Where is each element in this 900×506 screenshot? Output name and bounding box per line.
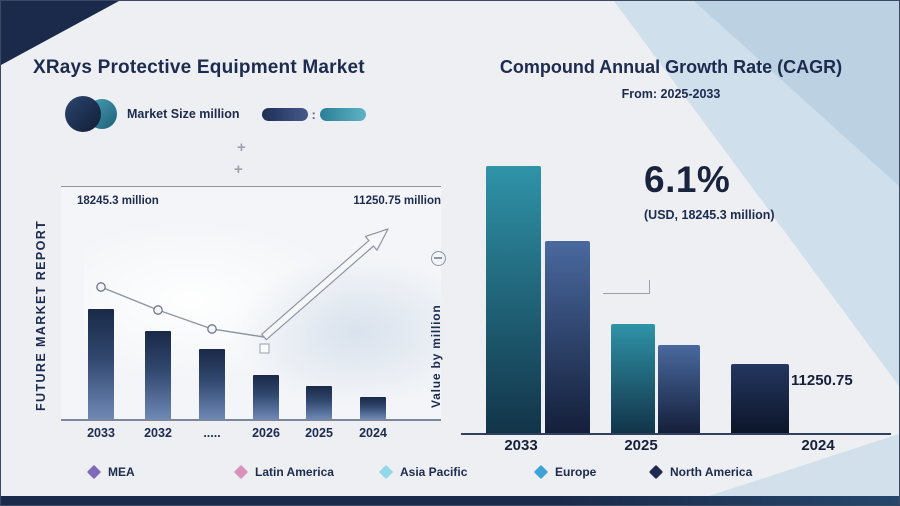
market-size-legend: Market Size million :	[63, 93, 366, 135]
x-tick: 2024	[359, 426, 387, 440]
right-chart-bars	[461, 153, 891, 433]
right-chart: 11250.75	[461, 153, 891, 435]
left-chart-annotation-right: 11250.75 million	[353, 195, 441, 207]
legend-label: Asia Pacific	[400, 465, 468, 479]
bracket-decoration	[603, 280, 650, 294]
right-chart-bar	[486, 166, 541, 433]
left-chart-ylabel: FUTURE MARKET REPORT	[34, 219, 48, 411]
diamond-icon	[533, 464, 549, 480]
legend-item: Europe	[533, 464, 597, 480]
right-chart-ylabel: Value by million	[429, 304, 443, 408]
legend-separator: :	[311, 106, 316, 122]
x-tick: .....	[203, 426, 221, 440]
teal-pill-decoration	[319, 107, 366, 121]
cagr-value: 6.1%	[644, 159, 731, 200]
corner-triangle-decoration	[1, 1, 119, 65]
market-size-label: Market Size million	[127, 107, 240, 121]
right-chart-bar	[611, 324, 655, 433]
right-chart-header: Compound Annual Growth Rate (CAGR) From:…	[453, 57, 889, 101]
legend-item: Latin America	[233, 464, 334, 480]
right-chart-xaxis: 2033 2025 2024	[461, 437, 891, 457]
cagr-block: 6.1% (USD, 18245.3 million)	[644, 159, 775, 222]
plus-icon: +	[234, 161, 243, 178]
legend-label: MEA	[108, 465, 135, 479]
right-chart-bar	[658, 345, 700, 433]
diamond-icon	[233, 464, 249, 480]
right-chart-annotation-2024: 11250.75	[791, 372, 853, 389]
x-tick: 2033	[504, 437, 538, 454]
legend-label: Latin America	[255, 465, 334, 479]
x-tick: 2026	[252, 426, 280, 440]
left-chart-bar	[306, 386, 332, 419]
left-chart-bar	[360, 397, 386, 419]
cagr-caption: (USD, 18245.3 million)	[644, 208, 775, 222]
x-tick: 2032	[144, 426, 172, 440]
left-chart-bar	[253, 375, 279, 419]
diamond-icon	[378, 464, 394, 480]
x-tick: 2033	[87, 426, 115, 440]
right-chart-subtitle: From: 2025-2033	[621, 87, 721, 101]
left-chart-xaxis: 2033 2032 ..... 2026 2025 2024	[61, 426, 441, 444]
x-tick: 2025	[305, 426, 333, 440]
left-chart-title: XRays Protective Equipment Market	[33, 57, 365, 78]
right-chart-bar	[545, 241, 590, 433]
x-tick: 2024	[801, 437, 835, 454]
diamond-icon	[648, 464, 664, 480]
navy-pill-decoration	[261, 107, 308, 121]
region-legend: MEA Latin America Asia Pacific Europe No…	[1, 464, 899, 489]
circle-minus-icon	[431, 251, 446, 266]
legend-label: North America	[670, 465, 753, 479]
left-chart-annotation-left: 18245.3 million	[77, 195, 159, 207]
legend-item: North America	[648, 464, 753, 480]
bottom-bar-decoration	[1, 496, 899, 505]
x-tick: 2025	[624, 437, 658, 454]
right-chart-title: Compound Annual Growth Rate (CAGR)	[499, 57, 843, 77]
left-chart-bars	[61, 187, 441, 419]
legend-item: MEA	[86, 464, 135, 480]
left-chart-bar	[88, 309, 114, 419]
left-chart: 18245.3 million 11250.75 million	[61, 186, 441, 421]
cylinder-icon	[63, 94, 121, 134]
legend-label: Europe	[555, 465, 597, 479]
diamond-icon	[86, 464, 102, 480]
left-chart-bar	[199, 349, 225, 419]
plus-icon: +	[237, 139, 246, 156]
legend-item: Asia Pacific	[378, 464, 468, 480]
right-chart-bar	[731, 364, 789, 433]
left-chart-bar	[145, 331, 171, 419]
